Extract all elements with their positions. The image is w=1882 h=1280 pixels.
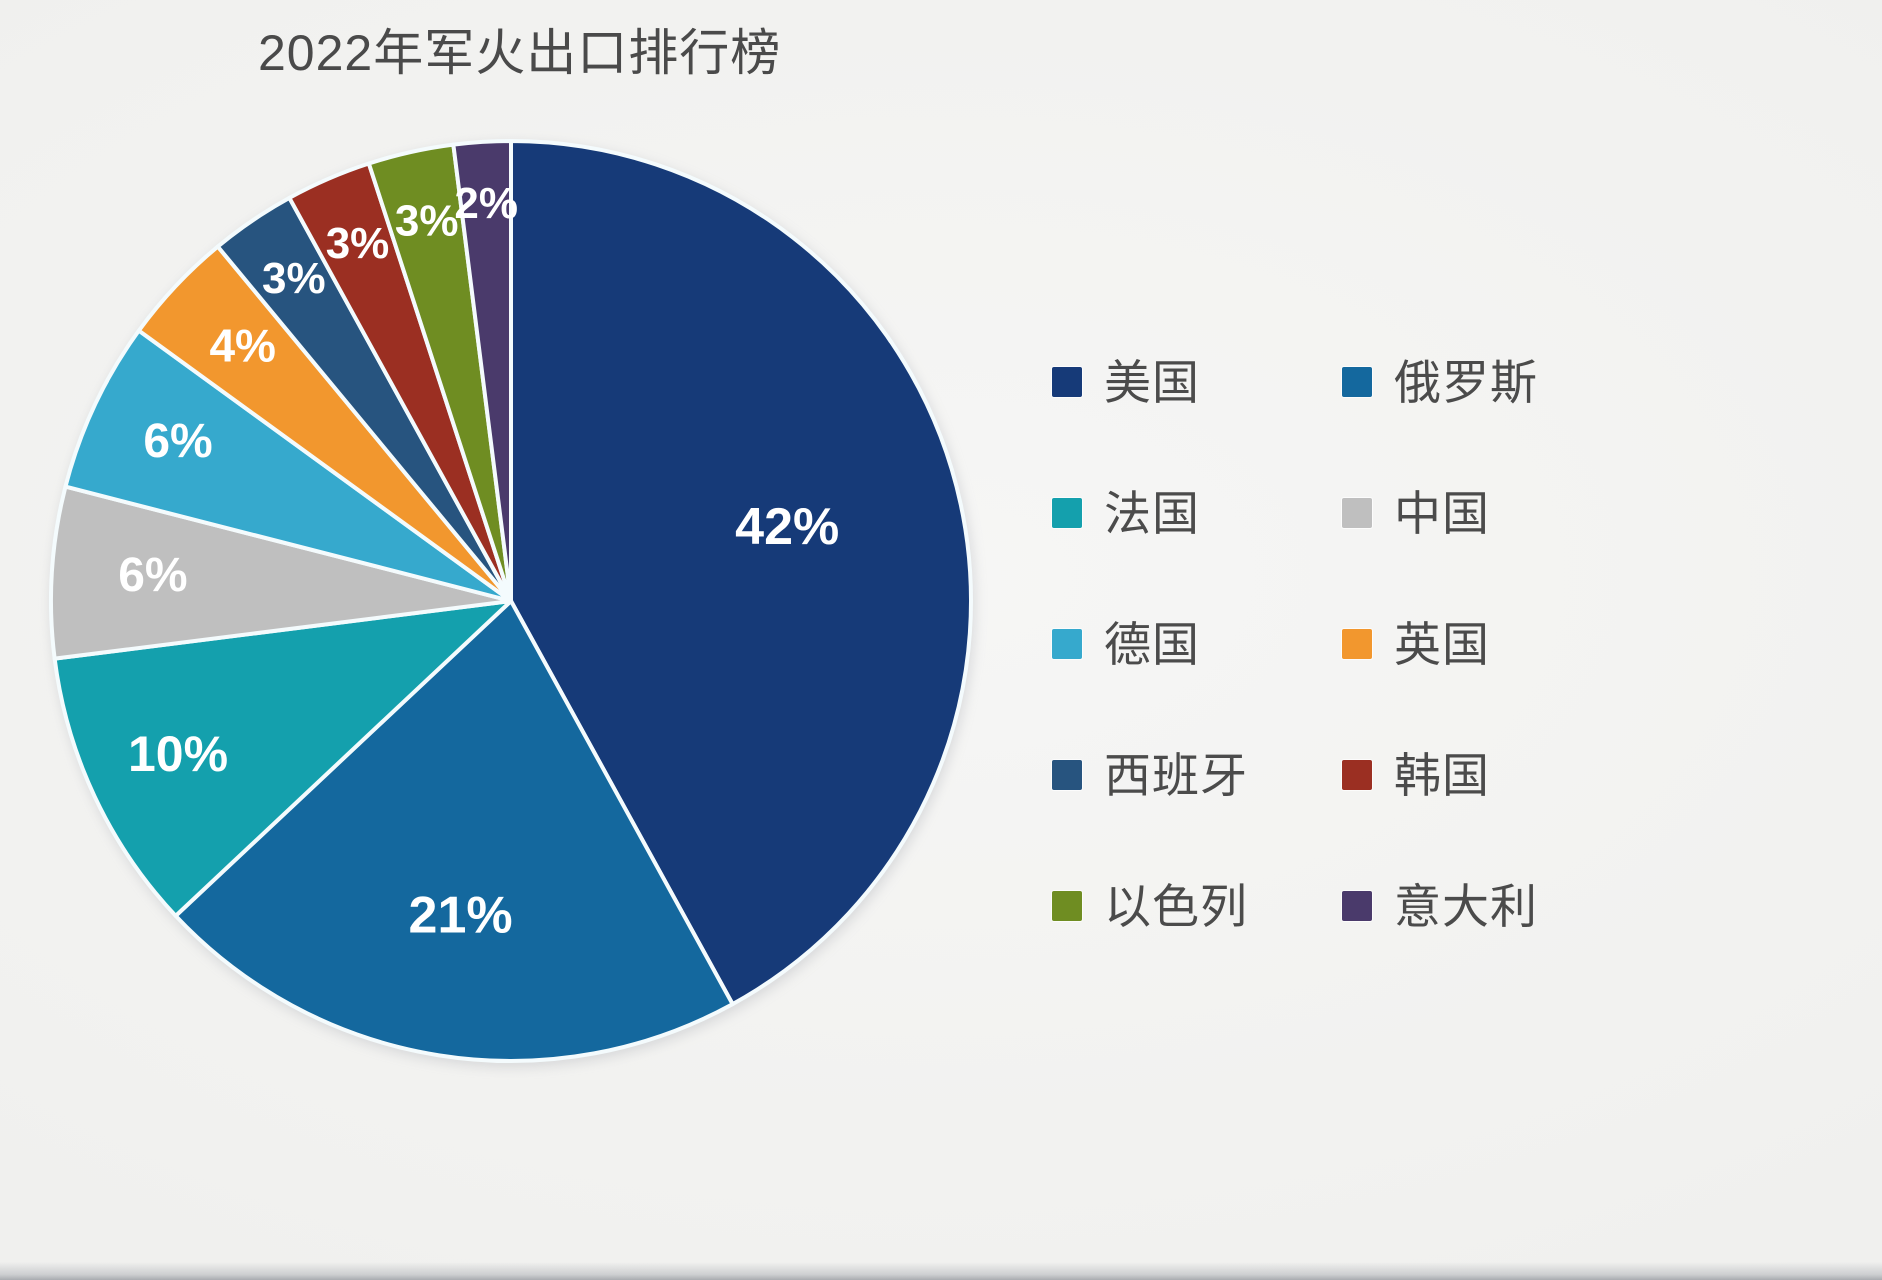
pie-slice[interactable] xyxy=(509,139,973,1007)
legend: 美国 俄罗斯法国 中国德国 英国西班牙 韩国以色列 意大利 xyxy=(1052,352,1852,1007)
pie-slice[interactable] xyxy=(63,328,513,603)
legend-item[interactable]: 英国 xyxy=(1342,614,1632,674)
legend-swatch-icon xyxy=(1052,891,1082,921)
legend-swatch-icon xyxy=(1342,367,1372,397)
legend-item-label: 意大利 xyxy=(1394,879,1538,933)
legend-item-label: 德国 xyxy=(1104,617,1200,671)
legend-item[interactable]: 俄罗斯 xyxy=(1342,352,1632,412)
legend-swatch-icon xyxy=(1052,367,1082,397)
pie-slice[interactable] xyxy=(52,599,513,918)
pie-slice-label: 6% xyxy=(143,415,212,468)
pie-slice-label: 3% xyxy=(262,254,326,303)
pie-slice[interactable] xyxy=(451,139,513,603)
pie-slice-label: 4% xyxy=(209,319,275,371)
legend-swatch-icon xyxy=(1342,760,1372,790)
legend-swatch-icon xyxy=(1342,629,1372,659)
legend-swatch-icon xyxy=(1052,760,1082,790)
legend-item[interactable]: 西班牙 xyxy=(1052,745,1342,805)
pie-slice-group xyxy=(49,139,973,1064)
pie-slice-label: 6% xyxy=(118,549,187,602)
legend-item-label: 美国 xyxy=(1104,355,1200,409)
legend-item[interactable]: 意大利 xyxy=(1342,876,1632,936)
pie-slice-label: 3% xyxy=(326,219,390,268)
pie-slice-label: 3% xyxy=(395,197,459,246)
legend-swatch-icon xyxy=(1052,629,1082,659)
pie-slice-label: 21% xyxy=(409,887,513,945)
legend-item[interactable]: 法国 xyxy=(1052,483,1342,543)
legend-item-label: 西班牙 xyxy=(1104,748,1248,802)
legend-item-label: 中国 xyxy=(1394,486,1490,540)
pie-slice-label: 2% xyxy=(454,179,518,228)
pie-slice[interactable] xyxy=(173,599,735,1064)
pie-slice[interactable] xyxy=(49,484,513,661)
pie-chart: 42% 21% 10% 6% 6% 4% 3% 3% 3% 2% xyxy=(46,136,976,1066)
legend-item[interactable]: 韩国 xyxy=(1342,745,1632,805)
page-bottom-edge xyxy=(0,1262,1882,1280)
legend-swatch-icon xyxy=(1052,498,1082,528)
legend-item[interactable]: 德国 xyxy=(1052,614,1342,674)
pie-chart-svg: 42%21%10%6%6%4%3%3% 3%2% xyxy=(49,139,973,1064)
legend-item-label: 韩国 xyxy=(1394,748,1490,802)
legend-item-label: 俄罗斯 xyxy=(1394,355,1538,409)
legend-item-label: 法国 xyxy=(1104,486,1200,540)
pie-label-group: 42%21%10%6%6%4%3%3% 3%2% xyxy=(118,179,839,945)
legend-swatch-icon xyxy=(1342,891,1372,921)
pie-slice-label: 42% xyxy=(735,498,839,556)
legend-item-label: 以色列 xyxy=(1104,879,1248,933)
pie-slice-label: 10% xyxy=(128,726,228,782)
legend-item[interactable]: 美国 xyxy=(1052,352,1342,412)
legend-swatch-icon xyxy=(1342,498,1372,528)
legend-item[interactable]: 以色列 xyxy=(1052,876,1342,936)
legend-item-label: 英国 xyxy=(1394,617,1490,671)
legend-item[interactable]: 中国 xyxy=(1342,483,1632,543)
page-title: 2022年军火出口排行榜 xyxy=(258,25,782,81)
